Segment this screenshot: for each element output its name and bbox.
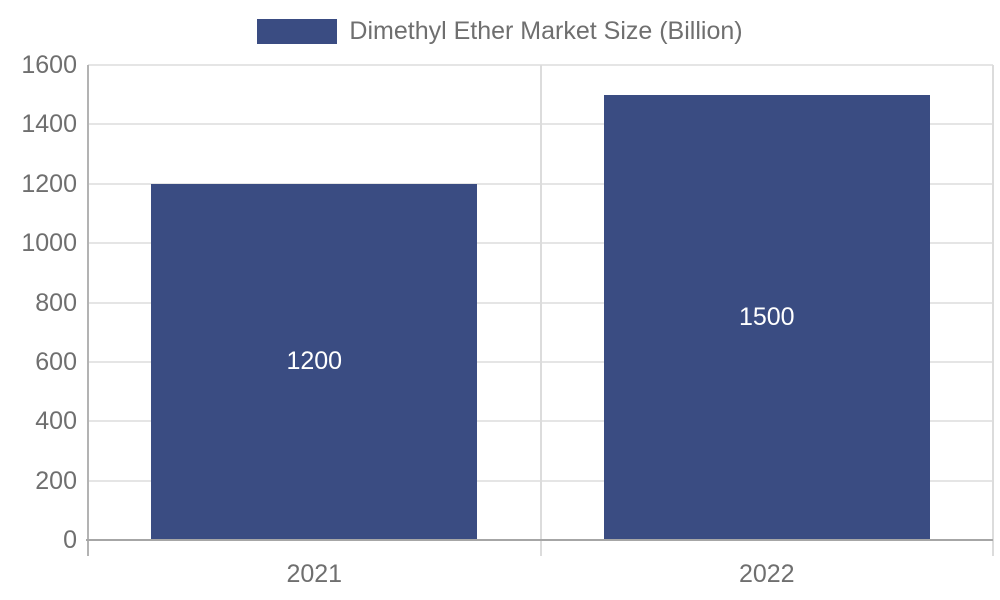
legend[interactable]: Dimethyl Ether Market Size (Billion): [0, 8, 1000, 54]
plot-area: 1200 1500: [86, 64, 994, 556]
y-axis-labels: 0 200 400 600 800 1000 1200 1400 1600: [0, 53, 77, 553]
y-tick-label: 0: [63, 526, 77, 554]
gridline-x-mid: [539, 65, 542, 556]
y-tick-label: 1000: [21, 229, 77, 258]
legend-swatch: [257, 18, 338, 44]
x-tick-label: 2021: [286, 560, 343, 588]
y-tick-label: 1200: [21, 169, 77, 198]
y-tick-label: 1600: [21, 51, 77, 79]
y-axis-line: [87, 65, 89, 556]
bar-2021: 1200: [151, 183, 478, 540]
bar-value-label: 1500: [738, 302, 795, 331]
y-tick-label: 600: [35, 347, 77, 376]
y-tick-label: 800: [35, 288, 77, 317]
y-tick-label: 1400: [21, 110, 77, 139]
y-tick-label: 200: [35, 466, 77, 495]
gridline-x-right: [992, 65, 994, 556]
bar-2022: 1500: [603, 94, 930, 540]
legend-label: Dimethyl Ether Market Size (Billion): [349, 16, 743, 45]
x-tick-label: 2022: [738, 560, 795, 588]
x-axis-line: [86, 539, 993, 541]
y-tick-label: 400: [35, 407, 77, 436]
x-axis-labels: 2021 2022: [88, 562, 993, 592]
bar-value-label: 1200: [286, 347, 343, 376]
